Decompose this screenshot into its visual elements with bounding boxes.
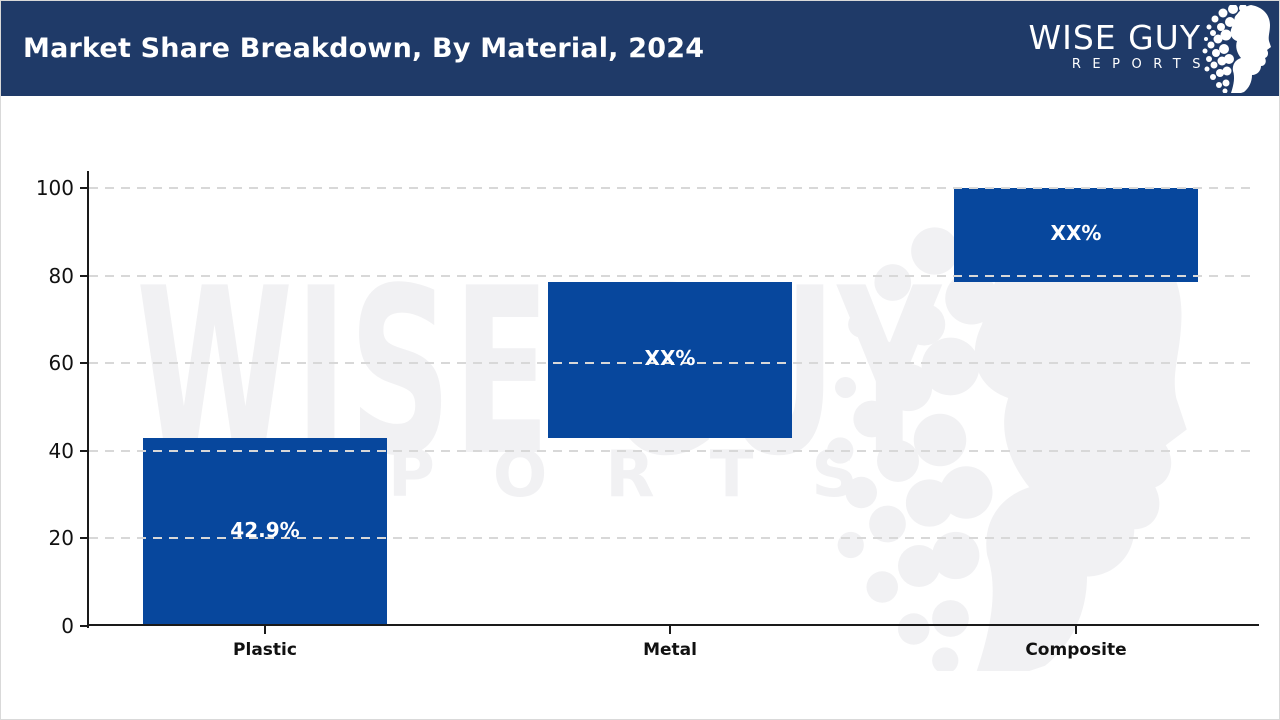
x-axis-line [87,624,1259,626]
y-tick-mark [80,537,88,540]
y-tick-mark [80,274,88,277]
x-tick-mark [669,626,671,634]
y-axis-line [87,171,89,628]
gridline [89,362,1257,365]
y-tick-label: 60 [48,351,74,376]
gridline [89,187,1257,189]
logo-subtext: REPORTS [1071,57,1212,72]
bar-value-label: 42.9% [230,518,300,543]
wise-guy-reports-logo: WISE GUY REPORTS [1028,21,1201,71]
bar [143,438,387,626]
y-tick-mark [80,362,88,365]
y-tick-mark [80,625,88,627]
bar [548,281,792,439]
y-tick-label: 0 [61,614,74,638]
y-tick-label: 40 [48,438,74,463]
x-tick-mark [264,626,266,634]
y-tick-mark [80,449,88,452]
x-tick-label: Plastic [233,640,297,660]
gridline [89,274,1257,277]
x-tick-label: Composite [1025,640,1127,660]
bar-value-label: XX% [1050,220,1102,245]
gridline [89,449,1257,452]
wise-guy-head-icon [1201,5,1271,93]
gridline [89,537,1257,540]
x-tick-mark [1075,626,1077,634]
header-bar: Market Share Breakdown, By Material, 202… [1,1,1279,96]
chart-title: Market Share Breakdown, By Material, 202… [23,33,705,64]
x-tick-label: Metal [643,640,697,660]
y-tick-label: 20 [48,526,74,551]
y-tick-label: 80 [48,263,74,288]
bar-value-label: XX% [644,345,696,370]
y-tick-label: 100 [35,176,74,200]
y-tick-mark [80,187,88,189]
bar [954,188,1198,282]
logo-wordmark: WISE GUY [1028,18,1201,57]
